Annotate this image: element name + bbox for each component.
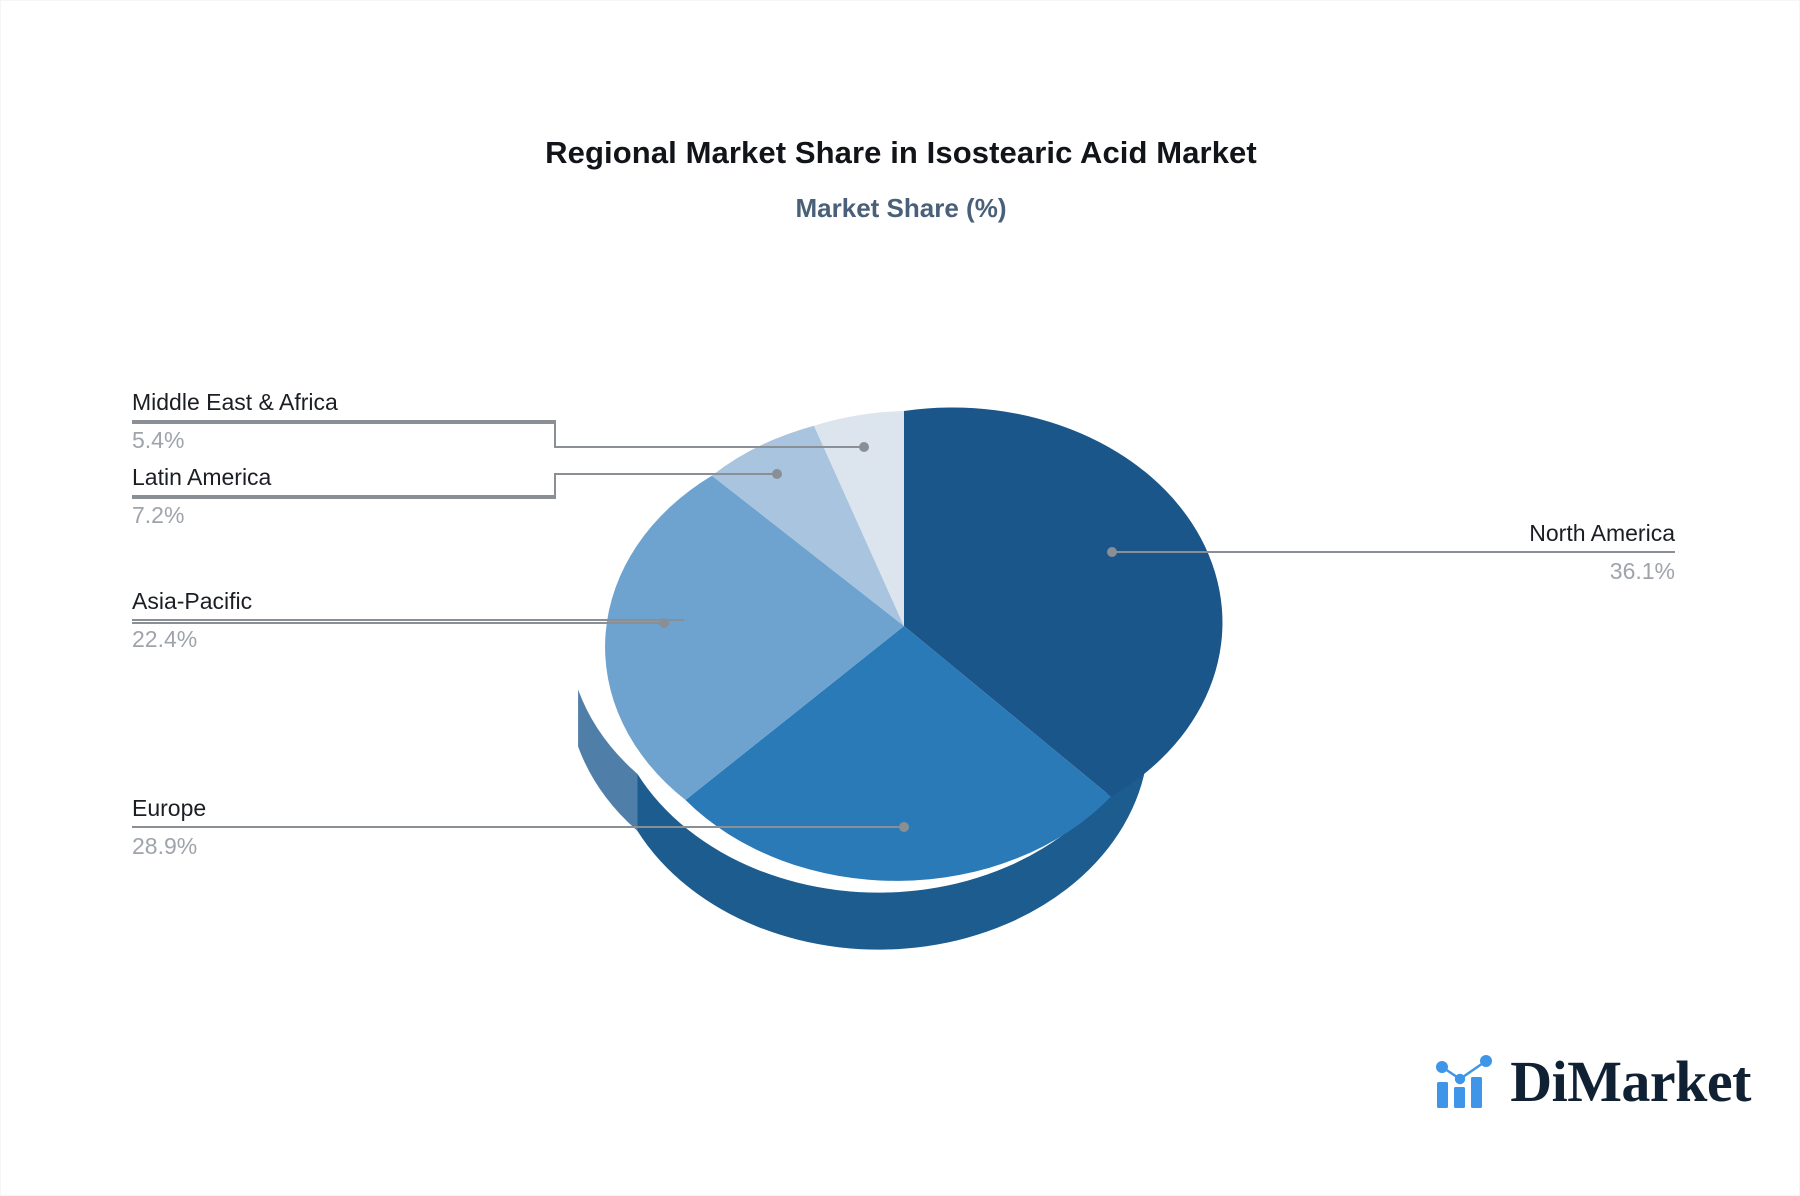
- callout-label-europe: Europe: [132, 795, 207, 821]
- callout-asia-pacific[interactable]: Asia-Pacific 22.4%: [132, 588, 684, 653]
- slice-asia-pacific[interactable]: [605, 475, 904, 800]
- leader-dot-europe: [899, 822, 909, 832]
- callout-value-europe: 28.9%: [132, 833, 198, 860]
- callout-label-latin-america: Latin America: [132, 464, 272, 490]
- callout-latin-america[interactable]: Latin America 7.2%: [132, 464, 556, 529]
- callout-label-middle-east-africa: Middle East & Africa: [132, 389, 338, 415]
- leader-dot-north-america: [1107, 547, 1117, 557]
- callout-middle-east-africa[interactable]: Middle East & Africa 5.4%: [132, 389, 556, 454]
- callout-value-north-america: 36.1%: [1609, 558, 1675, 585]
- leader-line-middle-east-africa: [132, 422, 864, 448]
- callout-value-asia-pacific: 22.4%: [132, 626, 198, 653]
- chart-title: Regional Market Share in Isostearic Acid…: [545, 135, 1257, 170]
- slice-north-america[interactable]: [904, 407, 1223, 797]
- callout-rule: [132, 420, 556, 423]
- callout-north-america[interactable]: North America 36.1%: [1149, 520, 1675, 585]
- dimarket-wordmark: DiMarket: [1510, 1049, 1751, 1114]
- slice-latin-america[interactable]: [711, 425, 904, 626]
- callout-value-middle-east-africa: 5.4%: [132, 427, 185, 454]
- callout-rule: [132, 826, 904, 829]
- slice-side-asia-pacific: [578, 689, 638, 831]
- dimarket-logo: DiMarket: [1434, 1053, 1751, 1111]
- callout-rule: [132, 619, 684, 622]
- callout-label-asia-pacific: Asia-Pacific: [132, 588, 253, 614]
- callout-label-north-america: North America: [1529, 520, 1675, 546]
- leader-line-latin-america: [132, 473, 777, 499]
- callout-rule: [1149, 551, 1675, 554]
- slice-side-europe: [637, 702, 1147, 950]
- callout-europe[interactable]: Europe 28.9%: [132, 795, 904, 860]
- leader-dot-middle-east-africa: [859, 442, 869, 452]
- leader-dot-latin-america: [772, 469, 782, 479]
- slice-middle-east-africa[interactable]: [814, 411, 904, 626]
- slice-europe[interactable]: [685, 626, 1111, 881]
- chart-subtitle: Market Share (%): [795, 193, 1007, 223]
- callout-value-latin-america: 7.2%: [132, 502, 185, 529]
- callout-rule: [132, 495, 556, 498]
- pie-slices: [605, 407, 1223, 881]
- bar-chart-logo-icon: [1436, 1055, 1493, 1108]
